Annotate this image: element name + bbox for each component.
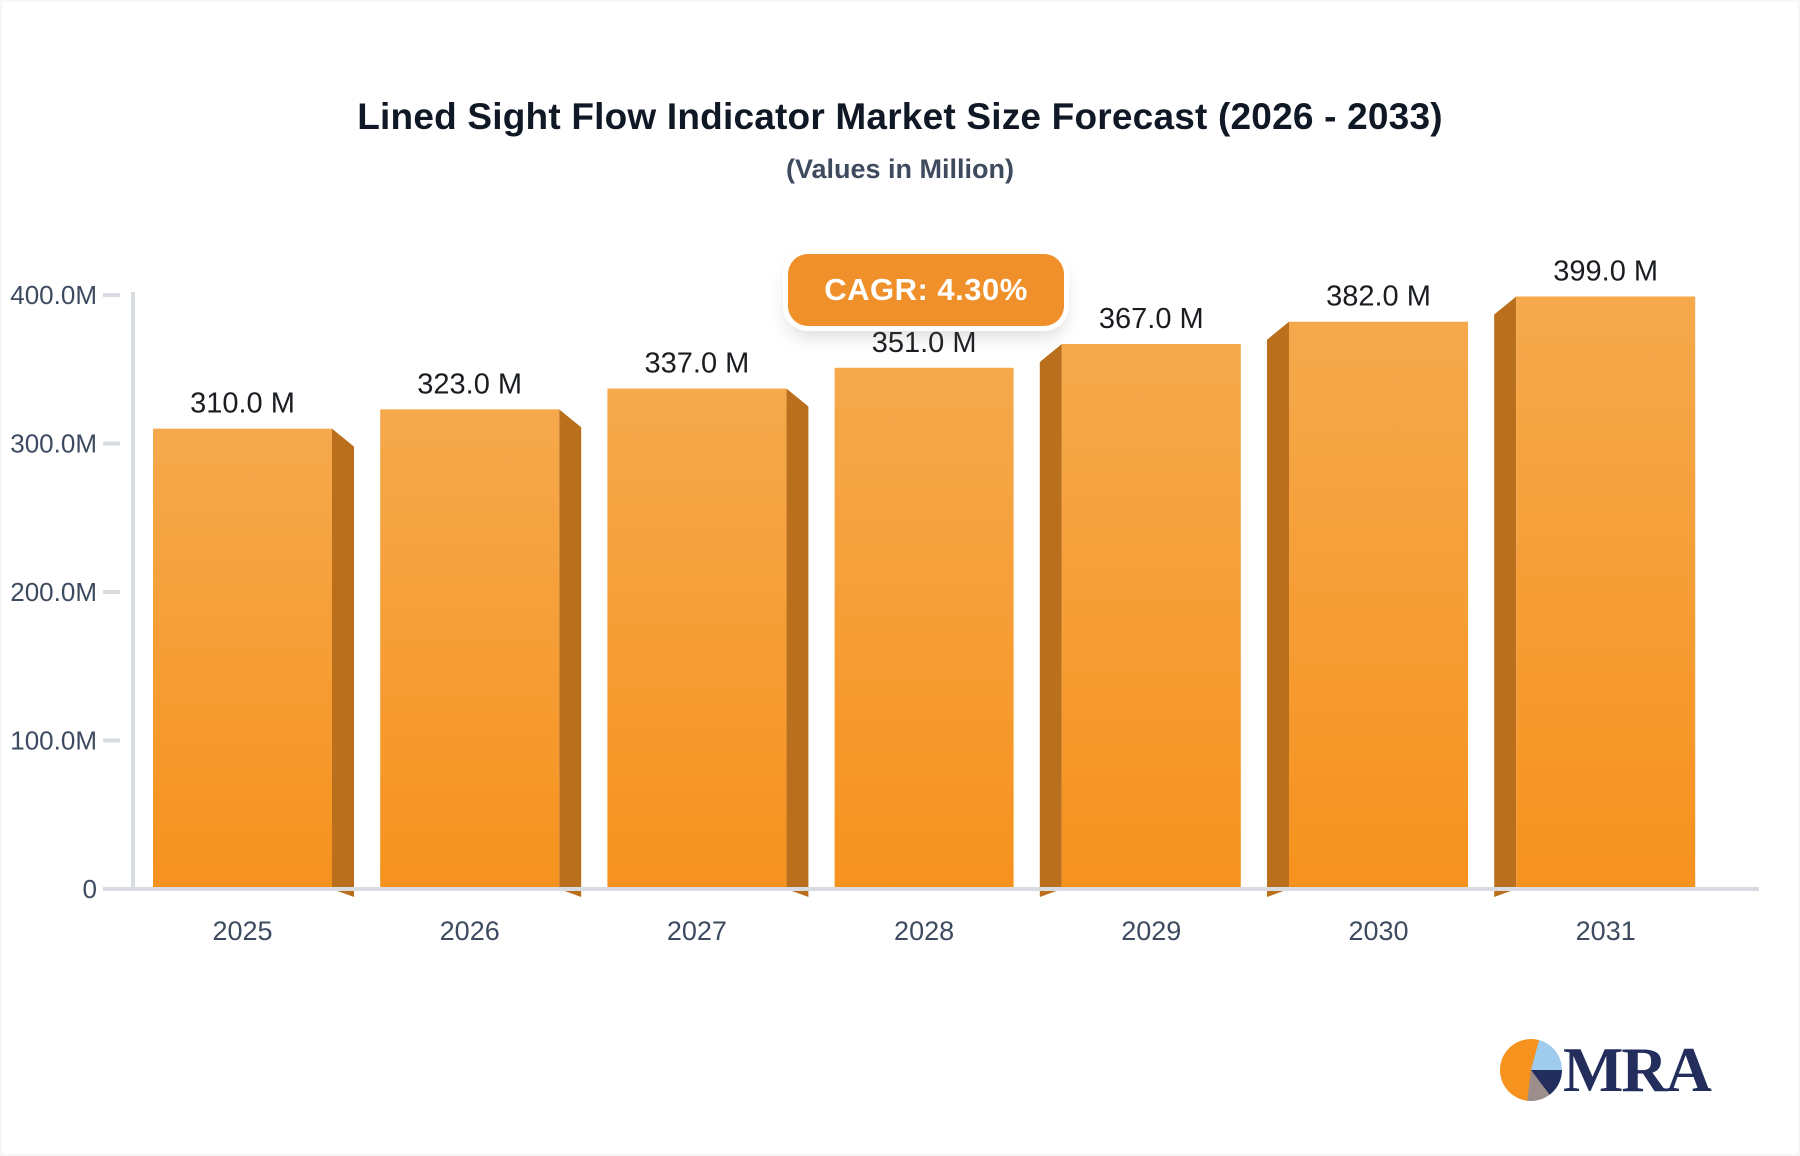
bar-side-2031 <box>1494 296 1517 897</box>
bar-2028 <box>834 367 1014 889</box>
brand-logo: MRA <box>1500 1034 1712 1106</box>
y-axis-label: 100.0M <box>10 726 97 756</box>
y-axis-label: 400.0M <box>10 280 97 310</box>
y-axis-label: 300.0M <box>10 429 97 459</box>
x-axis-label-2027: 2027 <box>667 916 727 946</box>
y-axis-label: 200.0M <box>10 577 97 607</box>
x-axis-label-2026: 2026 <box>440 916 500 946</box>
chart-subtitle: (Values in Million) <box>785 154 1015 184</box>
bar-value-label-2026: 323.0 M <box>417 368 522 400</box>
x-axis-label-2030: 2030 <box>1348 916 1408 946</box>
bar-value-label-2025: 310.0 M <box>190 388 295 420</box>
bar-2030 <box>1289 321 1468 890</box>
x-axis-label-2029: 2029 <box>1121 916 1181 946</box>
bar-value-label-2027: 337.0 M <box>645 348 750 380</box>
bar-2027 <box>607 388 787 889</box>
bar-side-2025 <box>332 428 354 897</box>
pie-chart-logo-icon <box>1500 1039 1562 1101</box>
bar-value-label-2028: 351.0 M <box>872 327 977 359</box>
bar-value-label-2031: 399.0 M <box>1553 255 1658 287</box>
bar-side-2027 <box>786 388 809 897</box>
bar-2031 <box>1516 296 1696 889</box>
bar-side-2029 <box>1039 344 1062 897</box>
x-axis-label-2031: 2031 <box>1576 916 1636 946</box>
brand-logo-text: MRA <box>1563 1034 1712 1105</box>
bar-2029 <box>1061 344 1241 889</box>
x-axis-label-2025: 2025 <box>212 916 272 946</box>
bar-2026 <box>380 409 560 889</box>
bar-value-label-2030: 382.0 M <box>1326 281 1431 313</box>
y-axis-label: 0 <box>83 874 97 904</box>
bar-value-label-2029: 367.0 M <box>1099 303 1204 335</box>
bar-2025 <box>153 428 332 889</box>
chart-header: Lined Sight Flow Indicator Market Size F… <box>2 96 1798 185</box>
bar-side-2026 <box>559 409 582 897</box>
bar-side-2030 <box>1267 321 1289 898</box>
x-axis-label-2028: 2028 <box>894 916 954 946</box>
chart-title: Lined Sight Flow Indicator Market Size F… <box>357 96 1443 137</box>
cagr-badge: CAGR: 4.30% <box>788 254 1064 326</box>
cagr-badge-label: CAGR: 4.30% <box>824 272 1028 307</box>
